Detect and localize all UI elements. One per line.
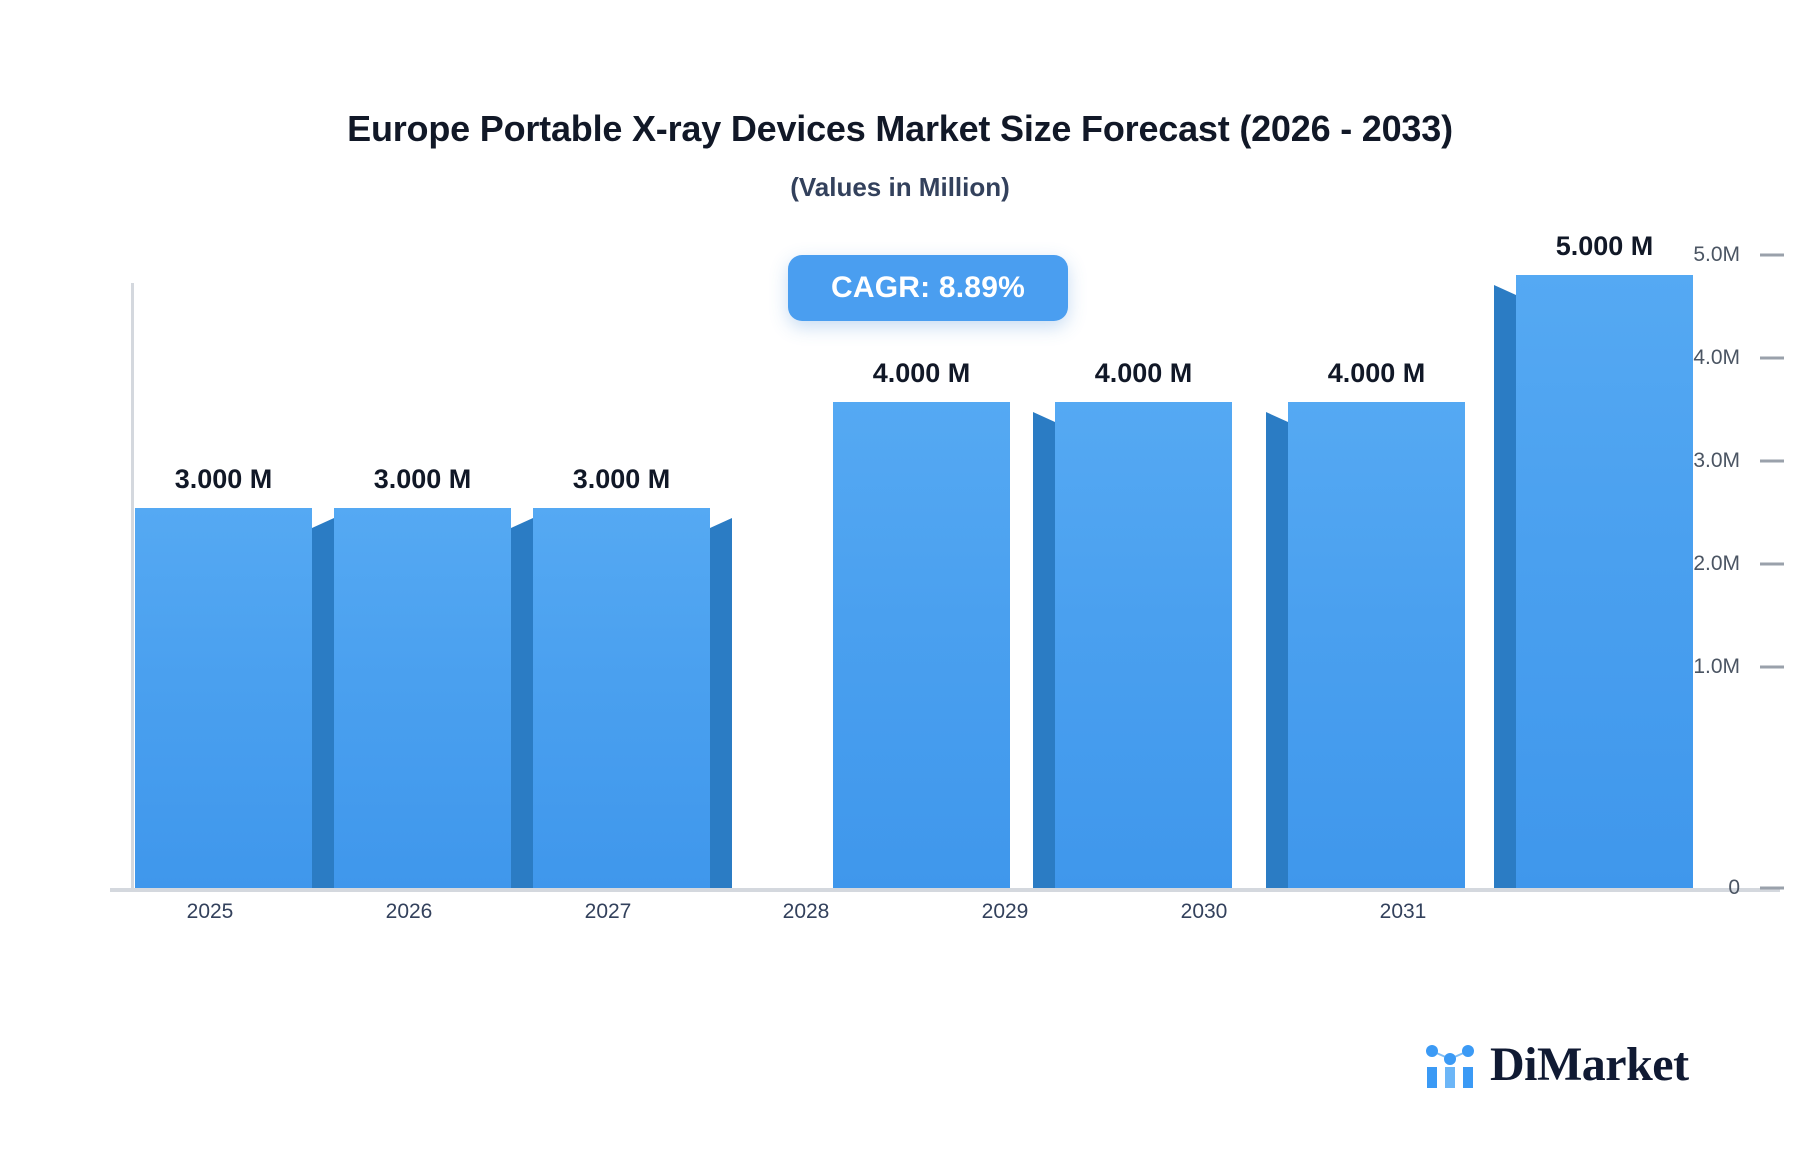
y-tick-3: 3.0M: [1669, 449, 1800, 472]
y-tick-0: 0: [1669, 876, 1800, 899]
y-tick-1: 1.0M: [1669, 655, 1800, 678]
bar-face[interactable]: [833, 402, 1010, 888]
y-axis-line: [131, 283, 134, 888]
bar-2027[interactable]: 3.000 M: [533, 464, 732, 888]
y-tick-label: 2.0M: [1693, 552, 1740, 575]
bar-value-label: 3.000 M: [373, 464, 472, 494]
x-tick-2027: 2027: [584, 900, 632, 923]
y-tick-dash: [1760, 459, 1784, 463]
x-tick-2031: 2031: [1379, 900, 1427, 923]
y-tick-dash: [1760, 665, 1784, 669]
y-tick-dash: [1760, 886, 1784, 890]
bar-side-panel: [511, 518, 533, 888]
bar-face[interactable]: [1055, 402, 1232, 888]
x-tick-2025: 2025: [186, 900, 234, 923]
bar-value-label: 4.000 M: [1094, 358, 1193, 388]
bar-2029[interactable]: 4.000 M: [1033, 358, 1232, 888]
bar-side-panel: [1494, 285, 1516, 888]
bar-face[interactable]: [1288, 402, 1465, 888]
bar-2026[interactable]: 3.000 M: [334, 464, 533, 888]
y-tick-dash: [1760, 562, 1784, 566]
bar-value-label: 3.000 M: [572, 464, 671, 494]
bar-2030[interactable]: 4.000 M: [1266, 358, 1465, 888]
y-tick-dash: [1760, 356, 1784, 360]
y-tick-label: 4.0M: [1693, 346, 1740, 369]
bar-side-panel: [1033, 412, 1055, 888]
bar-chart-dots-icon: [1426, 1045, 1474, 1088]
bar-side-panel: [710, 518, 732, 888]
bar-value-label: 5.000 M: [1555, 231, 1654, 261]
bar-face[interactable]: [1516, 275, 1693, 888]
cagr-badge: CAGR: 8.89%: [788, 255, 1068, 321]
x-tick-2028: 2028: [782, 900, 830, 923]
bar-side-panel: [1266, 412, 1288, 888]
y-tick-2: 2.0M: [1669, 552, 1800, 575]
chart-subtitle: (Values in Million): [790, 172, 1010, 202]
bar-2025[interactable]: 3.000 M: [135, 464, 334, 888]
bar-face[interactable]: [135, 508, 312, 888]
bar-value-label: 4.000 M: [1327, 358, 1426, 388]
brand-watermark: DiMarket: [1424, 1040, 1689, 1090]
y-tick-label: 3.0M: [1693, 449, 1740, 472]
bar-side-panel: [312, 518, 334, 888]
bar-2028[interactable]: 4.000 M: [833, 358, 1010, 888]
y-tick-label: 0: [1728, 876, 1740, 899]
x-tick-2030: 2030: [1180, 900, 1228, 923]
bar-value-label: 4.000 M: [872, 358, 971, 388]
x-tick-2026: 2026: [385, 900, 433, 923]
bar-face[interactable]: [334, 508, 511, 888]
x-axis-baseline: [110, 888, 1780, 892]
chart-title: Europe Portable X-ray Devices Market Siz…: [347, 108, 1453, 149]
y-tick-label: 1.0M: [1693, 655, 1740, 678]
y-tick-5: 5.0M: [1669, 243, 1800, 266]
bar-value-label: 3.000 M: [174, 464, 273, 494]
x-tick-2029: 2029: [981, 900, 1029, 923]
y-tick-label: 5.0M: [1693, 243, 1740, 266]
bar-2031[interactable]: 5.000 M: [1494, 231, 1693, 888]
cagr-badge-label: CAGR: 8.89%: [831, 271, 1025, 304]
brand-name: DiMarket: [1490, 1038, 1689, 1091]
y-tick-dash: [1760, 253, 1784, 257]
y-tick-4: 4.0M: [1669, 346, 1800, 369]
bar-face[interactable]: [533, 508, 710, 888]
